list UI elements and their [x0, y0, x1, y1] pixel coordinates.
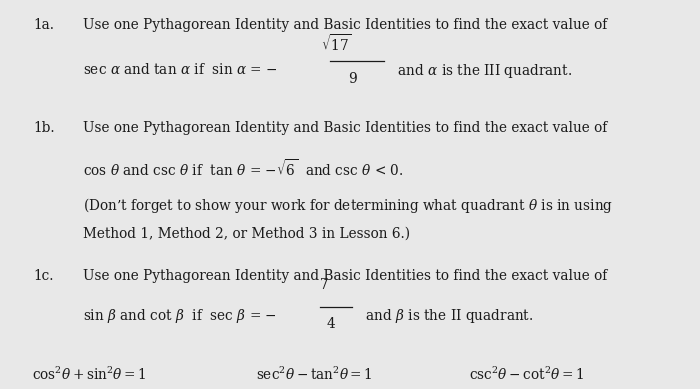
Text: $\cos^2\!\theta + \sin^2\!\theta = 1$: $\cos^2\!\theta + \sin^2\!\theta = 1$ [32, 366, 146, 383]
Text: 1c.: 1c. [34, 269, 54, 283]
Text: $\sec^2\!\theta - \tan^2\!\theta = 1$: $\sec^2\!\theta - \tan^2\!\theta = 1$ [256, 366, 372, 383]
Text: 4: 4 [327, 317, 335, 331]
Text: sec $\alpha$ and tan $\alpha$ if  sin $\alpha$ = $-$: sec $\alpha$ and tan $\alpha$ if sin $\a… [83, 62, 277, 77]
Text: $\csc^2\!\theta - \cot^2\!\theta = 1$: $\csc^2\!\theta - \cot^2\!\theta = 1$ [469, 366, 584, 383]
Text: 9: 9 [348, 72, 356, 86]
Text: 1a.: 1a. [34, 18, 55, 32]
Text: $\sqrt{17}$: $\sqrt{17}$ [321, 33, 351, 54]
Text: Use one Pythagorean Identity and Basic Identities to find the exact value of: Use one Pythagorean Identity and Basic I… [83, 18, 607, 32]
Text: Method 1, Method 2, or Method 3 in Lesson 6.): Method 1, Method 2, or Method 3 in Lesso… [83, 226, 410, 240]
Text: cos $\theta$ and csc $\theta$ if  tan $\theta$ = $-\sqrt{6}$  and csc $\theta$ <: cos $\theta$ and csc $\theta$ if tan $\t… [83, 158, 403, 179]
Text: sin $\beta$ and cot $\beta$  if  sec $\beta$ = $-$: sin $\beta$ and cot $\beta$ if sec $\bet… [83, 307, 276, 325]
Text: and $\alpha$ is the III quadrant.: and $\alpha$ is the III quadrant. [389, 62, 572, 80]
Text: 7: 7 [320, 278, 328, 292]
Text: (Don’t forget to show your work for determining what quadrant $\theta$ is in usi: (Don’t forget to show your work for dete… [83, 196, 612, 215]
Text: Use one Pythagorean Identity and Basic Identities to find the exact value of: Use one Pythagorean Identity and Basic I… [83, 121, 607, 135]
Text: and $\beta$ is the II quadrant.: and $\beta$ is the II quadrant. [357, 307, 533, 325]
Text: 1b.: 1b. [34, 121, 55, 135]
Text: Use one Pythagorean Identity and Basic Identities to find the exact value of: Use one Pythagorean Identity and Basic I… [83, 269, 607, 283]
